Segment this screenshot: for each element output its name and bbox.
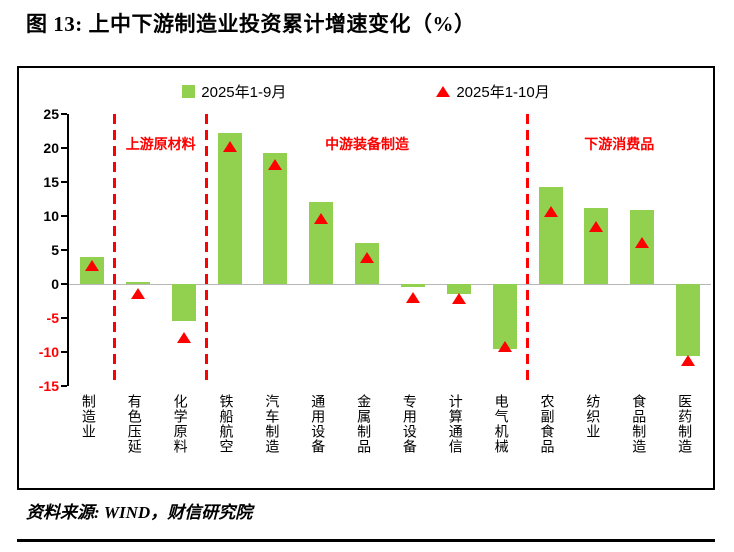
x-category-label: 医药制造 [677, 394, 694, 454]
group-separator [113, 114, 117, 386]
y-tick-label: -10 [38, 344, 59, 360]
x-category-label: 电气机械 [493, 394, 510, 454]
triangle-marker [635, 237, 650, 249]
legend-item: 2025年1-10月 [436, 81, 550, 102]
triangle-marker [497, 341, 512, 353]
x-category-label: 计算通信 [447, 394, 464, 454]
y-tick-mark [61, 283, 67, 285]
legend-label: 2025年1-10月 [456, 84, 550, 101]
y-tick-mark [61, 181, 67, 183]
triangle-marker [589, 220, 604, 232]
y-tick-mark [61, 317, 67, 319]
bar [400, 284, 425, 288]
x-category-label: 专用设备 [401, 394, 418, 454]
x-category-label: 制造业 [80, 394, 97, 439]
x-category-label: 食品制造 [631, 394, 648, 454]
y-tick-label: -15 [38, 378, 59, 394]
x-category-label: 有色压延 [126, 394, 143, 454]
legend-label: 2025年1-9月 [201, 84, 287, 101]
bar [217, 133, 242, 284]
x-category-label: 化学原料 [172, 394, 189, 454]
chart-frame: 2025年1-9月 2025年1-10月 上游原材料 中游装备制造 下游消费品 25 2… [17, 66, 715, 490]
group-separator [526, 114, 530, 386]
chart-title: 图 13: 上中下游制造业投资累计增速变化（%） [26, 12, 476, 36]
bar [263, 153, 288, 284]
y-tick-label: -5 [46, 310, 59, 326]
y-tick-mark [61, 215, 67, 217]
group-label: 中游装备制造 [325, 136, 410, 152]
x-category-label: 铁船航空 [218, 394, 235, 454]
x-category-label: 农副食品 [539, 394, 556, 454]
legend-item: 2025年1-9月 [182, 81, 286, 102]
triangle-marker [222, 140, 237, 152]
y-tick-label: 25 [43, 106, 59, 122]
y-tick-mark [61, 351, 67, 353]
bottom-rule [17, 539, 715, 542]
triangle-marker [130, 288, 145, 300]
legend-triangle-swatch [436, 86, 451, 97]
x-category-label: 汽车制造 [264, 394, 281, 454]
x-category-label: 金属制品 [356, 394, 373, 454]
triangle-marker [360, 252, 375, 264]
source-note: 资料来源: WIND，财信研究院 [26, 503, 253, 522]
triangle-marker [314, 213, 329, 225]
y-tick-label: 20 [43, 140, 59, 156]
triangle-marker [681, 354, 696, 366]
x-category-label: 纺织业 [585, 394, 602, 439]
y-tick-label: 10 [43, 208, 59, 224]
group-separator [205, 114, 209, 386]
x-category-label: 通用设备 [310, 394, 327, 454]
bar [492, 284, 517, 349]
bar [355, 242, 380, 284]
legend: 2025年1-9月 2025年1-10月 [19, 81, 713, 102]
y-tick-label: 5 [51, 242, 59, 258]
bar [676, 284, 701, 357]
triangle-marker [268, 159, 283, 170]
bar [538, 186, 563, 284]
plot-area: 上游原材料 中游装备制造 下游消费品 [67, 114, 711, 386]
y-tick-label: 15 [43, 174, 59, 190]
y-tick-mark [61, 113, 67, 115]
bar [584, 207, 609, 284]
y-tick-mark [61, 249, 67, 251]
bar [171, 284, 196, 322]
group-label: 上游原材料 [125, 136, 196, 152]
y-tick-label: 0 [51, 276, 59, 292]
triangle-marker [543, 205, 558, 217]
triangle-marker [84, 259, 99, 271]
y-tick-mark [61, 147, 67, 149]
group-label: 下游消费品 [584, 136, 655, 152]
zero-gridline [69, 284, 711, 285]
triangle-marker [405, 291, 420, 303]
y-tick-mark [61, 385, 67, 387]
triangle-marker [451, 292, 466, 304]
bar [125, 281, 150, 284]
triangle-marker [176, 332, 191, 344]
bar [446, 284, 471, 295]
legend-bar-swatch [182, 85, 196, 98]
